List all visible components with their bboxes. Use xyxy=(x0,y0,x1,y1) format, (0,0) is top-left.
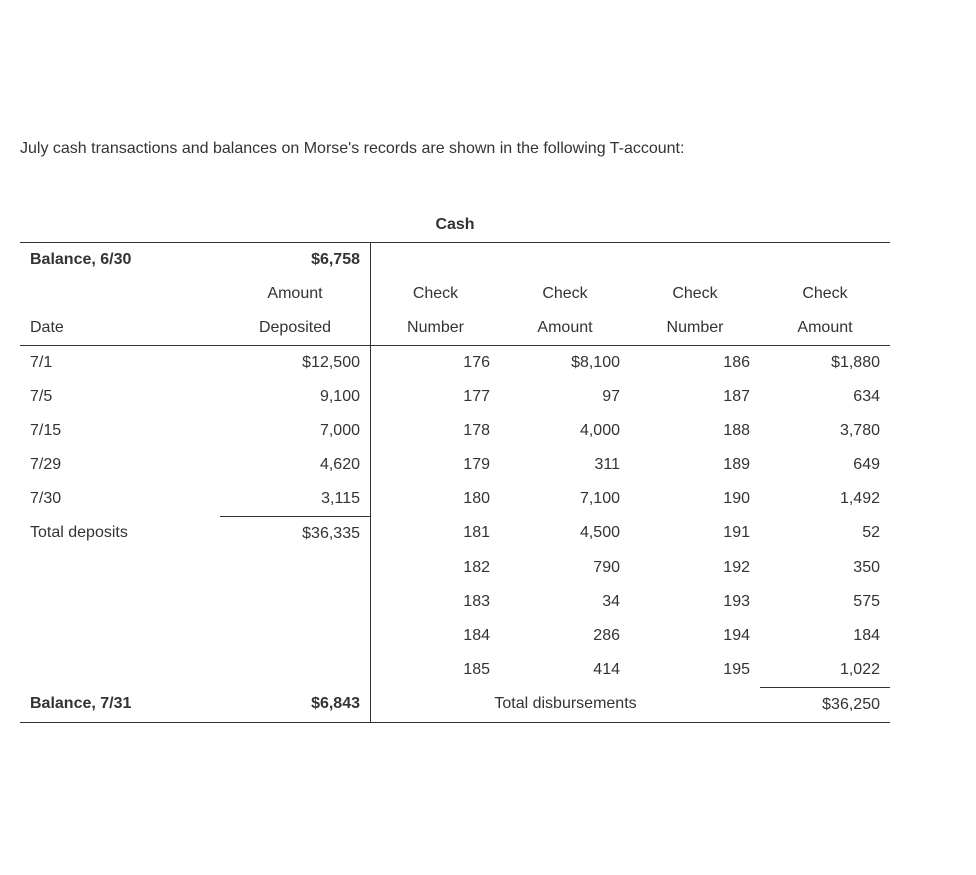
check-number-cell: 182 xyxy=(370,551,500,585)
check-amount-cell: 649 xyxy=(760,448,890,482)
empty-cell xyxy=(500,243,630,277)
check-amount-cell: 1,492 xyxy=(760,482,890,516)
check-amount-cell: 52 xyxy=(760,516,890,551)
col-header-deposit: Deposited xyxy=(220,311,370,346)
check-amount-cell: 286 xyxy=(500,619,630,653)
col-header-deposit: Amount xyxy=(220,277,370,311)
date-cell: Total deposits xyxy=(20,516,220,551)
deposit-cell xyxy=(220,653,370,687)
deposit-cell: 3,115 xyxy=(220,482,370,516)
check-number-cell: 191 xyxy=(630,516,760,551)
open-balance-label: Balance, 6/30 xyxy=(20,243,220,277)
col-header-check-amount: Check xyxy=(760,277,890,311)
check-amount-cell: 4,000 xyxy=(500,414,630,448)
check-amount-cell: 311 xyxy=(500,448,630,482)
deposit-cell xyxy=(220,551,370,585)
check-amount-cell: $8,100 xyxy=(500,346,630,380)
check-number-cell: 176 xyxy=(370,346,500,380)
empty-cell xyxy=(760,243,890,277)
date-cell xyxy=(20,619,220,653)
empty-cell xyxy=(20,277,220,311)
check-number-cell: 189 xyxy=(630,448,760,482)
col-header-check-number: Number xyxy=(630,311,760,346)
date-cell: 7/29 xyxy=(20,448,220,482)
check-amount-cell: 575 xyxy=(760,585,890,619)
deposit-cell: 7,000 xyxy=(220,414,370,448)
deposit-cell xyxy=(220,585,370,619)
col-header-check-number: Check xyxy=(370,277,500,311)
check-number-cell: 185 xyxy=(370,653,500,687)
check-amount-cell: 4,500 xyxy=(500,516,630,551)
check-amount-cell: 7,100 xyxy=(500,482,630,516)
col-header-check-amount: Amount xyxy=(500,311,630,346)
deposit-cell: 4,620 xyxy=(220,448,370,482)
check-amount-cell: 414 xyxy=(500,653,630,687)
date-cell xyxy=(20,585,220,619)
account-title: Cash xyxy=(20,208,890,243)
check-number-cell: 192 xyxy=(630,551,760,585)
close-balance-label: Balance, 7/31 xyxy=(20,687,220,723)
check-number-cell: 186 xyxy=(630,346,760,380)
check-amount-cell: 3,780 xyxy=(760,414,890,448)
col-header-check-amount: Check xyxy=(500,277,630,311)
check-amount-cell: 790 xyxy=(500,551,630,585)
check-number-cell: 187 xyxy=(630,380,760,414)
col-header-check-amount: Amount xyxy=(760,311,890,346)
date-cell: 7/15 xyxy=(20,414,220,448)
date-cell xyxy=(20,653,220,687)
col-header-check-number: Check xyxy=(630,277,760,311)
check-number-cell: 180 xyxy=(370,482,500,516)
deposit-cell xyxy=(220,619,370,653)
check-number-cell: 190 xyxy=(630,482,760,516)
check-amount-cell: 34 xyxy=(500,585,630,619)
close-balance-amount: $6,843 xyxy=(220,687,370,723)
empty-cell xyxy=(370,243,500,277)
check-number-cell: 194 xyxy=(630,619,760,653)
check-number-cell: 193 xyxy=(630,585,760,619)
open-balance-amount: $6,758 xyxy=(220,243,370,277)
check-number-cell: 195 xyxy=(630,653,760,687)
date-cell: 7/5 xyxy=(20,380,220,414)
empty-cell xyxy=(630,243,760,277)
deposit-cell: $12,500 xyxy=(220,346,370,380)
check-number-cell: 179 xyxy=(370,448,500,482)
deposit-cell: $36,335 xyxy=(220,516,370,551)
intro-text: July cash transactions and balances on M… xyxy=(20,140,956,158)
check-number-cell: 188 xyxy=(630,414,760,448)
check-amount-cell: 350 xyxy=(760,551,890,585)
total-disbursements-label: Total disbursements xyxy=(370,687,760,723)
check-number-cell: 178 xyxy=(370,414,500,448)
date-cell: 7/30 xyxy=(20,482,220,516)
check-amount-cell: $1,880 xyxy=(760,346,890,380)
date-cell: 7/1 xyxy=(20,346,220,380)
col-header-date: Date xyxy=(20,311,220,346)
check-amount-cell: 634 xyxy=(760,380,890,414)
check-amount-cell: 97 xyxy=(500,380,630,414)
check-number-cell: 183 xyxy=(370,585,500,619)
col-header-check-number: Number xyxy=(370,311,500,346)
t-account-table: Cash Balance, 6/30 $6,758 Amount Check C… xyxy=(20,208,956,723)
deposit-cell: 9,100 xyxy=(220,380,370,414)
check-amount-cell: 1,022 xyxy=(760,653,890,687)
total-disbursements-amount: $36,250 xyxy=(760,687,890,723)
check-number-cell: 184 xyxy=(370,619,500,653)
check-number-cell: 181 xyxy=(370,516,500,551)
check-number-cell: 177 xyxy=(370,380,500,414)
check-amount-cell: 184 xyxy=(760,619,890,653)
date-cell xyxy=(20,551,220,585)
